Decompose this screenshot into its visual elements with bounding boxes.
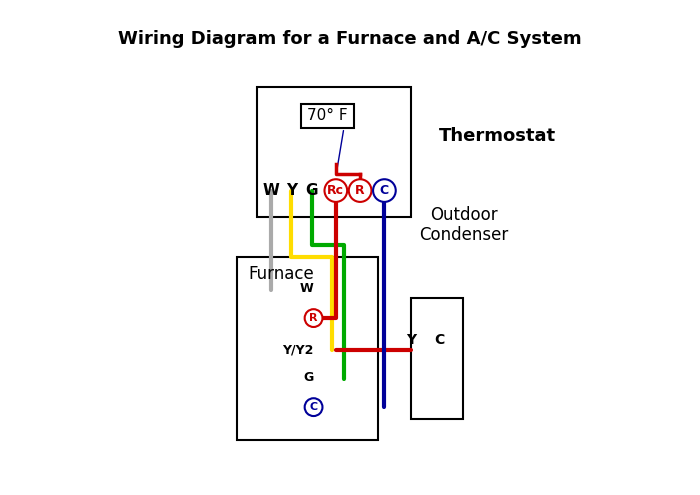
- Title: Wiring Diagram for a Furnace and A/C System: Wiring Diagram for a Furnace and A/C Sys…: [118, 30, 582, 48]
- Text: Outdoor
Condenser: Outdoor Condenser: [419, 205, 508, 245]
- Text: Rc: Rc: [328, 184, 344, 197]
- Text: C: C: [380, 184, 389, 197]
- Text: C: C: [309, 402, 318, 412]
- Text: W: W: [262, 183, 279, 198]
- FancyBboxPatch shape: [237, 257, 378, 440]
- FancyBboxPatch shape: [411, 298, 463, 419]
- Text: Furnace: Furnace: [248, 264, 314, 283]
- Text: G: G: [305, 183, 318, 198]
- Text: Thermostat: Thermostat: [439, 127, 556, 145]
- Text: Y/Y2: Y/Y2: [282, 343, 314, 356]
- Text: 70° F: 70° F: [307, 108, 348, 123]
- Circle shape: [304, 309, 323, 327]
- Circle shape: [325, 179, 347, 202]
- Text: W: W: [300, 283, 314, 296]
- FancyBboxPatch shape: [257, 87, 411, 217]
- Circle shape: [304, 398, 323, 416]
- Text: R: R: [309, 313, 318, 323]
- Circle shape: [349, 179, 372, 202]
- Text: G: G: [303, 371, 314, 385]
- FancyBboxPatch shape: [302, 103, 354, 128]
- Circle shape: [373, 179, 395, 202]
- Text: Y: Y: [286, 183, 297, 198]
- Text: Y: Y: [406, 333, 416, 347]
- Text: C: C: [434, 333, 444, 347]
- Text: R: R: [356, 184, 365, 197]
